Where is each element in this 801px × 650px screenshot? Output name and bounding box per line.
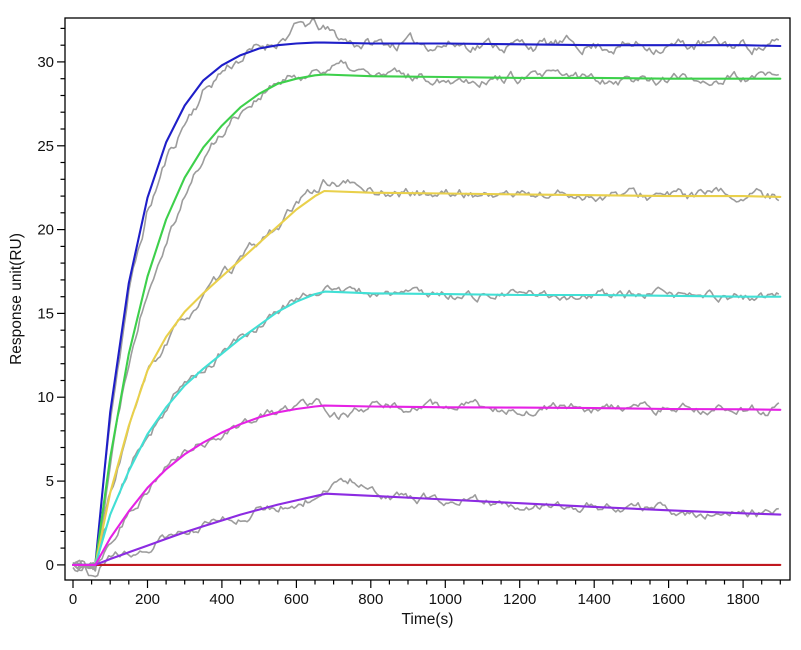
y-tick-label: 0 <box>46 557 54 574</box>
raw-trace-fit-16ru <box>72 284 780 570</box>
fit-31ru <box>71 41 782 566</box>
x-tick-label: 400 <box>209 591 234 608</box>
y-axis-title: Response unit(RU) <box>8 233 25 365</box>
x-tick-label: 1400 <box>578 591 611 608</box>
plot-box <box>64 17 791 581</box>
y-tick-label: 25 <box>37 138 54 155</box>
x-tick-label: 600 <box>284 591 309 608</box>
x-tick-label: 1200 <box>503 591 536 608</box>
axis-ticks <box>57 27 781 588</box>
x-tick-label: 1600 <box>652 591 685 608</box>
fit-4ru <box>71 492 782 566</box>
raw-trace-fit-4ru <box>72 477 779 578</box>
x-tick-label: 0 <box>69 591 77 608</box>
y-tick-label: 30 <box>37 54 54 71</box>
raw-trace-fit-22ru <box>72 179 780 572</box>
fit-29ru <box>71 73 782 566</box>
x-tick-label: 1800 <box>726 591 759 608</box>
raw-trace-fit-29ru <box>72 59 779 572</box>
x-tick-label: 1000 <box>429 591 462 608</box>
fit-22ru <box>71 189 782 566</box>
y-tick-label: 5 <box>46 473 54 490</box>
y-tick-label: 15 <box>37 305 54 322</box>
fit-curves <box>71 41 782 566</box>
x-axis-title: Time(s) <box>401 611 454 628</box>
raw-traces <box>72 18 780 578</box>
y-tick-label: 20 <box>37 222 54 239</box>
fit-16ru <box>71 290 782 566</box>
raw-trace-fit-9ru <box>72 397 780 571</box>
tick-labels: 0 200 400 600 800 1000 1200 1400 1600 1800 0 5 10 15 2… <box>37 54 759 608</box>
x-tick-label: 800 <box>358 591 383 608</box>
raw-trace-fit-31ru <box>72 18 780 568</box>
fit-9ru <box>71 404 782 566</box>
x-tick-label: 200 <box>135 591 160 608</box>
y-tick-label: 10 <box>37 389 54 406</box>
